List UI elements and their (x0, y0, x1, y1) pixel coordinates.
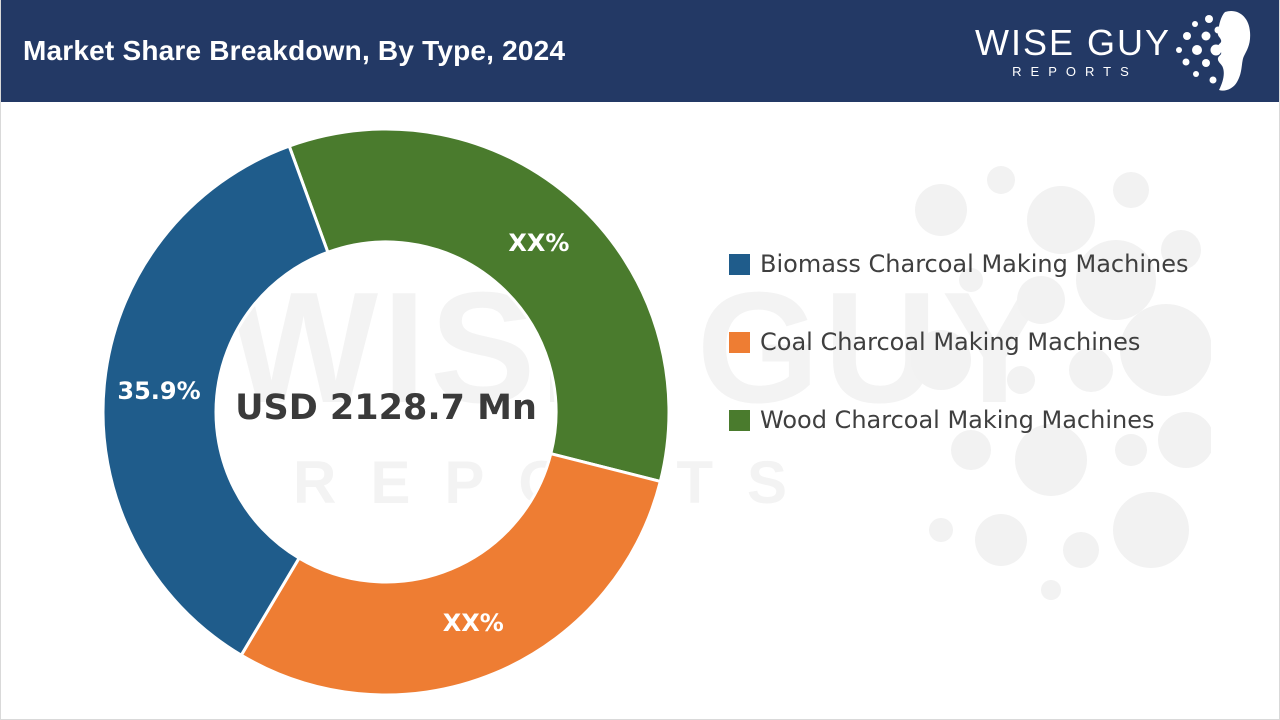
logo-wordmark-line2: REPORTS (1012, 63, 1138, 79)
legend-label-biomass: Biomass Charcoal Making Machines (760, 250, 1189, 278)
legend-item-biomass: Biomass Charcoal Making Machines (729, 250, 1188, 278)
logo-wordmark-line1: WISE GUY (974, 21, 1171, 63)
chart-center-value: USD 2128.7 Mn (235, 388, 537, 428)
legend-item-coal: Coal Charcoal Making Machines (729, 328, 1188, 356)
slice-label-wood: XX% (508, 228, 570, 257)
slice-label-coal: XX% (442, 608, 504, 637)
page-title: Market Share Breakdown, By Type, 2024 (23, 35, 566, 66)
watermark-face-dots-pattern (911, 166, 1211, 600)
logo-wordmark: WISE GUY REPORTS (974, 21, 1171, 79)
legend-label-wood: Wood Charcoal Making Machines (760, 406, 1155, 434)
slice-label-biomass: 35.9% (117, 376, 201, 405)
donut-segment-wood (287, 127, 671, 483)
header-bar: Market Share Breakdown, By Type, 2024 WI… (1, 0, 1279, 102)
donut-chart: USD 2128.7 Mn XX% XX% 35.9% (101, 127, 671, 697)
wise-guy-logo: WISE GUY REPORTS (975, 10, 1251, 92)
donut-segments (101, 127, 671, 697)
legend-item-wood: Wood Charcoal Making Machines (729, 406, 1188, 434)
donut-segment-coal (239, 452, 662, 697)
logo-face-icon (1176, 10, 1251, 91)
chart-legend: Biomass Charcoal Making Machines Coal Ch… (729, 250, 1188, 434)
legend-swatch-biomass (729, 253, 750, 275)
donut-segment-biomass (101, 144, 330, 657)
legend-swatch-coal (729, 331, 750, 353)
legend-label-coal: Coal Charcoal Making Machines (760, 328, 1141, 356)
legend-swatch-wood (729, 409, 750, 431)
